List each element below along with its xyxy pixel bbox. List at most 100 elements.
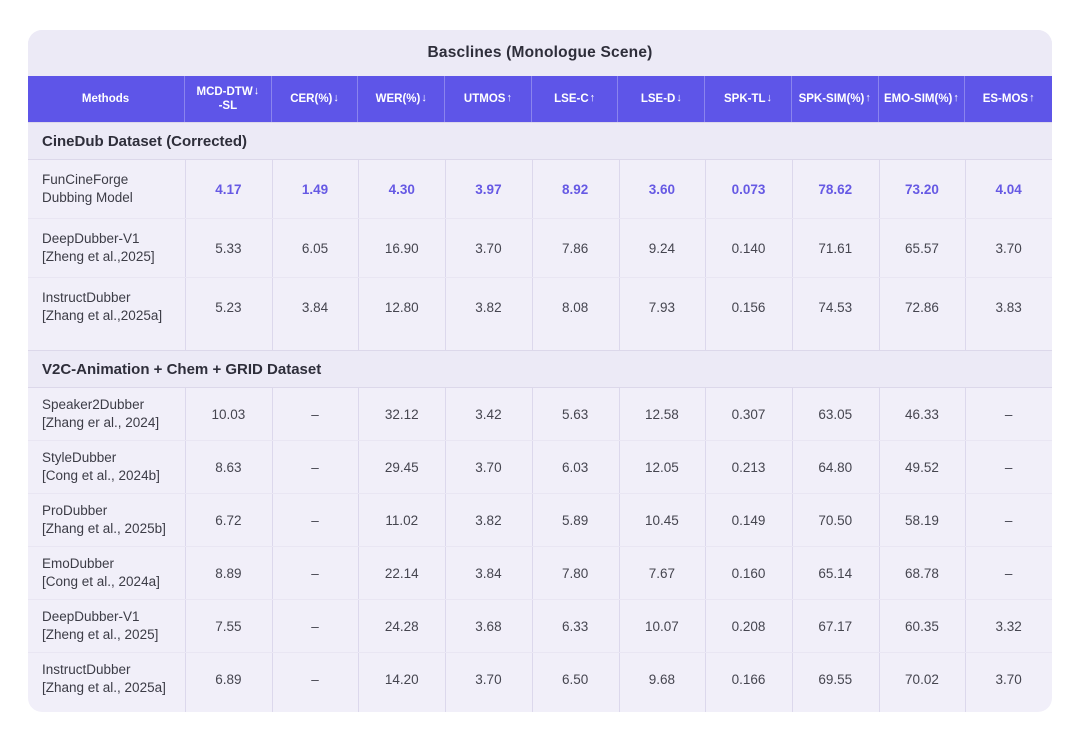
value-cell: 3.70	[995, 671, 1022, 687]
value-cell: 70.02	[905, 671, 939, 687]
column-divider	[531, 160, 533, 350]
method-name: ProDubber	[42, 503, 108, 519]
column-header-text: UTMOS	[463, 92, 506, 105]
value-cell: 3.84	[301, 299, 329, 315]
value-cell: 12.05	[644, 459, 679, 475]
value-cell: 0.213	[731, 459, 766, 475]
table-row-emodubber: EmoDubber [Cong et al., 2024a] 8.89 – 22.14 3…	[28, 546, 1052, 599]
value-cell: 8.08	[562, 299, 589, 315]
method-name: InstructDubber	[42, 662, 131, 678]
value-cell: 68.78	[905, 565, 939, 581]
value-cell: 3.70	[995, 240, 1022, 256]
value-cell: 6.89	[215, 671, 242, 687]
method-citation: [Zhang et al.,2025a]	[42, 308, 163, 323]
value-cell: 8.89	[215, 565, 242, 581]
column-divider	[185, 388, 186, 712]
value-cell: 32.12	[384, 406, 419, 422]
column-header-text: WER(%)	[375, 92, 421, 105]
table-row-instructdubber: InstructDubber [Zhang et al.,2025a] 5.23 3.…	[28, 277, 1052, 336]
value-cell: 3.42	[475, 406, 502, 422]
column-divider	[705, 160, 707, 350]
value-cell: 3.68	[475, 618, 502, 634]
value-cell: 7.86	[562, 240, 589, 256]
value-cell: 3.82	[475, 299, 502, 315]
value-cell: 73.20	[905, 181, 939, 197]
table-row-funcineforge: FunCineForge Dubbing Model 4.17 1.49 4.30 3.9…	[28, 160, 1052, 218]
column-divider	[531, 388, 533, 712]
value-cell: –	[1004, 565, 1013, 581]
value-cell: 71.61	[818, 240, 853, 256]
value-cell: 3.70	[475, 671, 502, 687]
value-cell: 3.32	[995, 618, 1022, 634]
method-name: FunCineForge	[42, 172, 129, 188]
column-divider	[791, 388, 793, 712]
value-cell: 70.50	[818, 512, 853, 528]
column-divider	[878, 388, 880, 712]
value-cell: –	[311, 406, 319, 422]
value-cell: 0.073	[731, 181, 766, 197]
value-cell: 8.92	[562, 181, 589, 197]
column-header-text: Methods	[81, 92, 130, 105]
column-header-label: UTMOS ↑	[464, 92, 512, 106]
value-cell: 5.33	[215, 240, 242, 256]
value-cell: 6.72	[215, 512, 242, 528]
column-header-spk-sim: SPK-SIM(%) ↑	[792, 76, 879, 122]
value-cell: 6.33	[562, 618, 589, 634]
column-divider	[705, 388, 707, 712]
column-header-label: WER(%) ↓	[376, 92, 427, 106]
value-cell: 10.03	[211, 406, 246, 422]
value-cell: 4.17	[215, 181, 242, 197]
arrow-up-icon: ↑	[589, 92, 596, 105]
column-header-methods: Methods	[28, 76, 185, 122]
value-cell: 5.23	[215, 299, 242, 315]
arrow-up-icon: ↑	[865, 92, 871, 105]
column-header-es-mos: ES-MOS ↑	[965, 76, 1052, 122]
value-cell: 0.160	[731, 565, 766, 581]
value-cell: 0.307	[731, 406, 766, 422]
method-citation: [Cong et al., 2024a]	[42, 574, 160, 589]
value-cell: 6.50	[562, 671, 589, 687]
column-divider	[271, 388, 273, 712]
method-citation: Dubbing Model	[42, 190, 133, 205]
method-name: InstructDubber	[42, 290, 131, 306]
value-cell: 7.55	[215, 618, 242, 634]
column-header-label: EMO-SIM(%) ↑	[884, 92, 959, 106]
column-header-text: CER(%)	[290, 92, 333, 105]
value-cell: 58.19	[905, 512, 939, 528]
column-header-cer: CER(%) ↓	[272, 76, 359, 122]
column-header-label: MCD-DTW ↓	[196, 85, 259, 99]
value-cell: 72.86	[905, 299, 939, 315]
arrow-up-icon: ↑	[506, 92, 512, 105]
arrow-down-icon: ↓	[676, 92, 682, 105]
column-header-lse-d: LSE-D ↓	[618, 76, 706, 122]
value-cell: 4.04	[995, 181, 1022, 197]
column-divider	[358, 388, 360, 712]
column-divider	[185, 160, 186, 350]
value-cell: 78.62	[818, 181, 853, 197]
table-title: Basclines (Monologue Scene)	[28, 30, 1052, 76]
value-cell: 9.24	[648, 240, 675, 256]
column-header-text: MCD-DTW	[196, 85, 253, 98]
table-row-instructdubber: InstructDubber [Zhang et al., 2025a] 6.89 –…	[28, 652, 1052, 705]
value-cell: 1.49	[301, 181, 329, 197]
arrow-down-icon: ↓	[766, 92, 773, 105]
method-name: DeepDubber-V1	[42, 609, 140, 625]
column-divider	[965, 388, 967, 712]
value-cell: 8.63	[215, 459, 242, 475]
value-cell: 7.80	[562, 565, 589, 581]
value-cell: 3.70	[475, 459, 502, 475]
method-name: DeepDubber-V1	[42, 231, 140, 247]
value-cell: 65.14	[818, 565, 853, 581]
column-header-label: SPK-TL ↓	[724, 92, 772, 106]
method-cell: Speaker2Dubber [Zhang er al., 2024]	[28, 388, 185, 440]
table-row-produbber: ProDubber [Zhang et al., 2025b] 6.72 – 11.02…	[28, 493, 1052, 546]
value-cell: 0.208	[731, 618, 766, 634]
column-header-text: SPK-SIM(%)	[798, 92, 865, 105]
column-header-emo-sim: EMO-SIM(%) ↑	[879, 76, 966, 122]
value-cell: 74.53	[818, 299, 853, 315]
column-divider	[618, 160, 620, 350]
method-cell: DeepDubber-V1 [Zheng et al., 2025]	[28, 600, 185, 652]
value-cell: 69.55	[818, 671, 853, 687]
column-header-text: EMO-SIM(%)	[884, 92, 953, 105]
method-citation: [Zhang er al., 2024]	[42, 415, 160, 430]
